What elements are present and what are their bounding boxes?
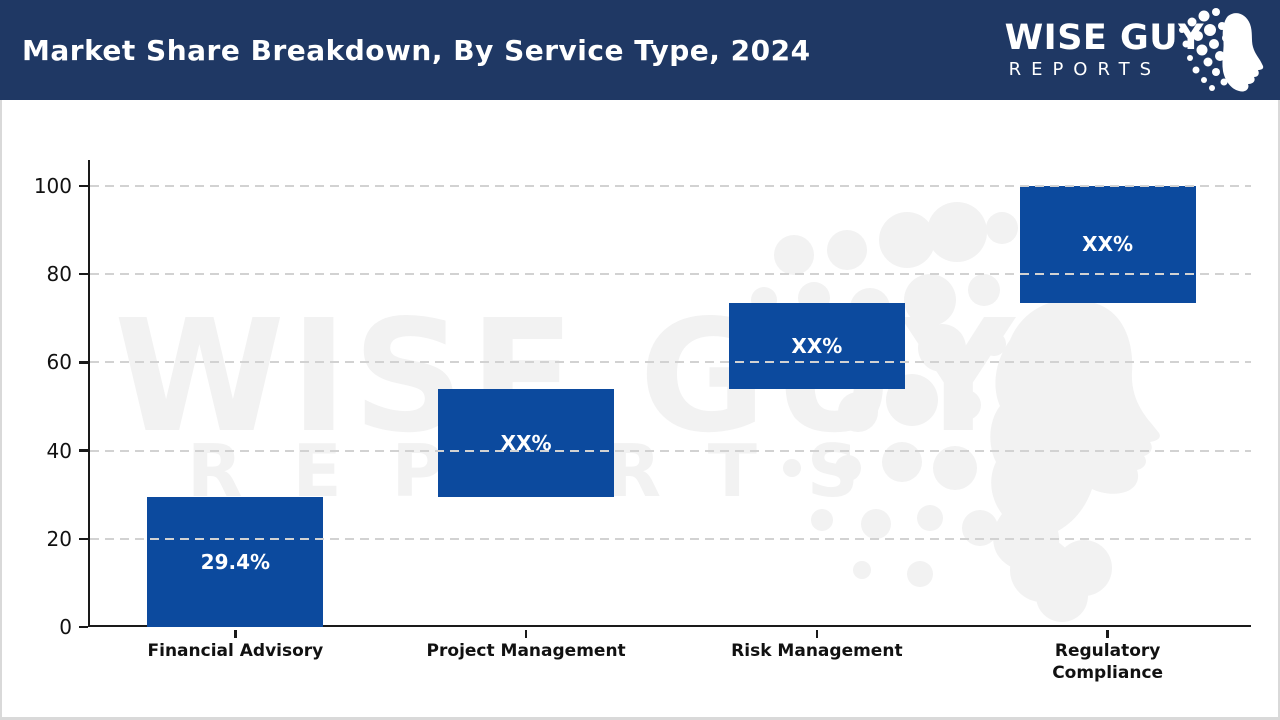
bar-value-label-regulatory-compliance: XX% <box>1082 232 1134 257</box>
x-tick-mark-project-management <box>524 629 528 638</box>
y-tick-label-60: 60 <box>46 350 72 375</box>
chart-title: Market Share Breakdown, By Service Type,… <box>22 33 811 67</box>
axis-ticks-layer: 0 20 40 60 80 100 Financial Advisory Project Ma… <box>34 160 1251 683</box>
bar-value-label-financial-advisory: 29.4% <box>200 550 271 575</box>
gridlines-layer <box>90 160 1251 625</box>
x-tick-label-financial-advisory: Financial Advisory <box>147 641 324 661</box>
y-tick-label-40: 40 <box>46 438 72 463</box>
logo-text: WISE GUY REPORTS <box>1004 17 1204 80</box>
logo-sub-text: REPORTS <box>1008 58 1162 80</box>
x-tick-label-risk-management: Risk Management <box>731 641 903 661</box>
wise-guy-logo-face-icon <box>1179 8 1264 92</box>
bar-value-label-risk-management: XX% <box>791 333 843 358</box>
wise-guy-logo: WISE GUY REPORTS <box>1005 4 1268 96</box>
chart-region: WISE GUY REPORTS 29.4%XX%XX%XX% 02040608… <box>0 100 1280 720</box>
gridline-y-60 <box>90 361 1251 364</box>
y-tick-mark-20 <box>79 537 88 541</box>
bar-labels-layer: 29.4% XX% XX% XX% <box>90 160 1251 625</box>
logo-brand-text: WISE GUY <box>1004 17 1204 58</box>
bar-regulatory-compliance <box>1019 186 1196 303</box>
x-tick-mark-regulatory-compliance <box>1106 629 1109 638</box>
x-tick-label-regulatory-compliance: Regulatory Compliance <box>1052 641 1164 684</box>
gridline-y-20 <box>90 537 1251 540</box>
y-tick-mark-80 <box>79 272 88 276</box>
bars-layer <box>90 160 1251 627</box>
x-tick-mark-risk-management <box>815 629 819 638</box>
y-tick-mark-40 <box>79 449 88 452</box>
bar-project-management <box>438 388 615 498</box>
bar-financial-advisory <box>147 497 324 627</box>
header-banner: Market Share Breakdown, By Service Type,… <box>0 0 1280 100</box>
y-tick-label-80: 80 <box>46 262 72 287</box>
bar-value-label-project-management: XX% <box>500 431 552 456</box>
plot-area: 29.4% XX% XX% XX% 0 20 40 60 80 100 Financial Adv… <box>34 160 1251 683</box>
y-tick-mark-60 <box>79 361 88 364</box>
x-tick-label-project-management: Project Management <box>426 641 626 661</box>
y-tick-mark-0 <box>79 625 88 629</box>
gridline-y-40 <box>90 449 1251 452</box>
gridline-y-80 <box>90 273 1251 276</box>
bar-risk-management <box>728 302 905 389</box>
y-tick-label-0: 0 <box>59 615 72 639</box>
gridline-y-100 <box>90 185 1251 187</box>
y-tick-label-20: 20 <box>46 526 72 551</box>
y-tick-mark-100 <box>79 184 88 188</box>
x-tick-mark-financial-advisory <box>234 629 237 638</box>
y-tick-label-100: 100 <box>33 174 72 198</box>
